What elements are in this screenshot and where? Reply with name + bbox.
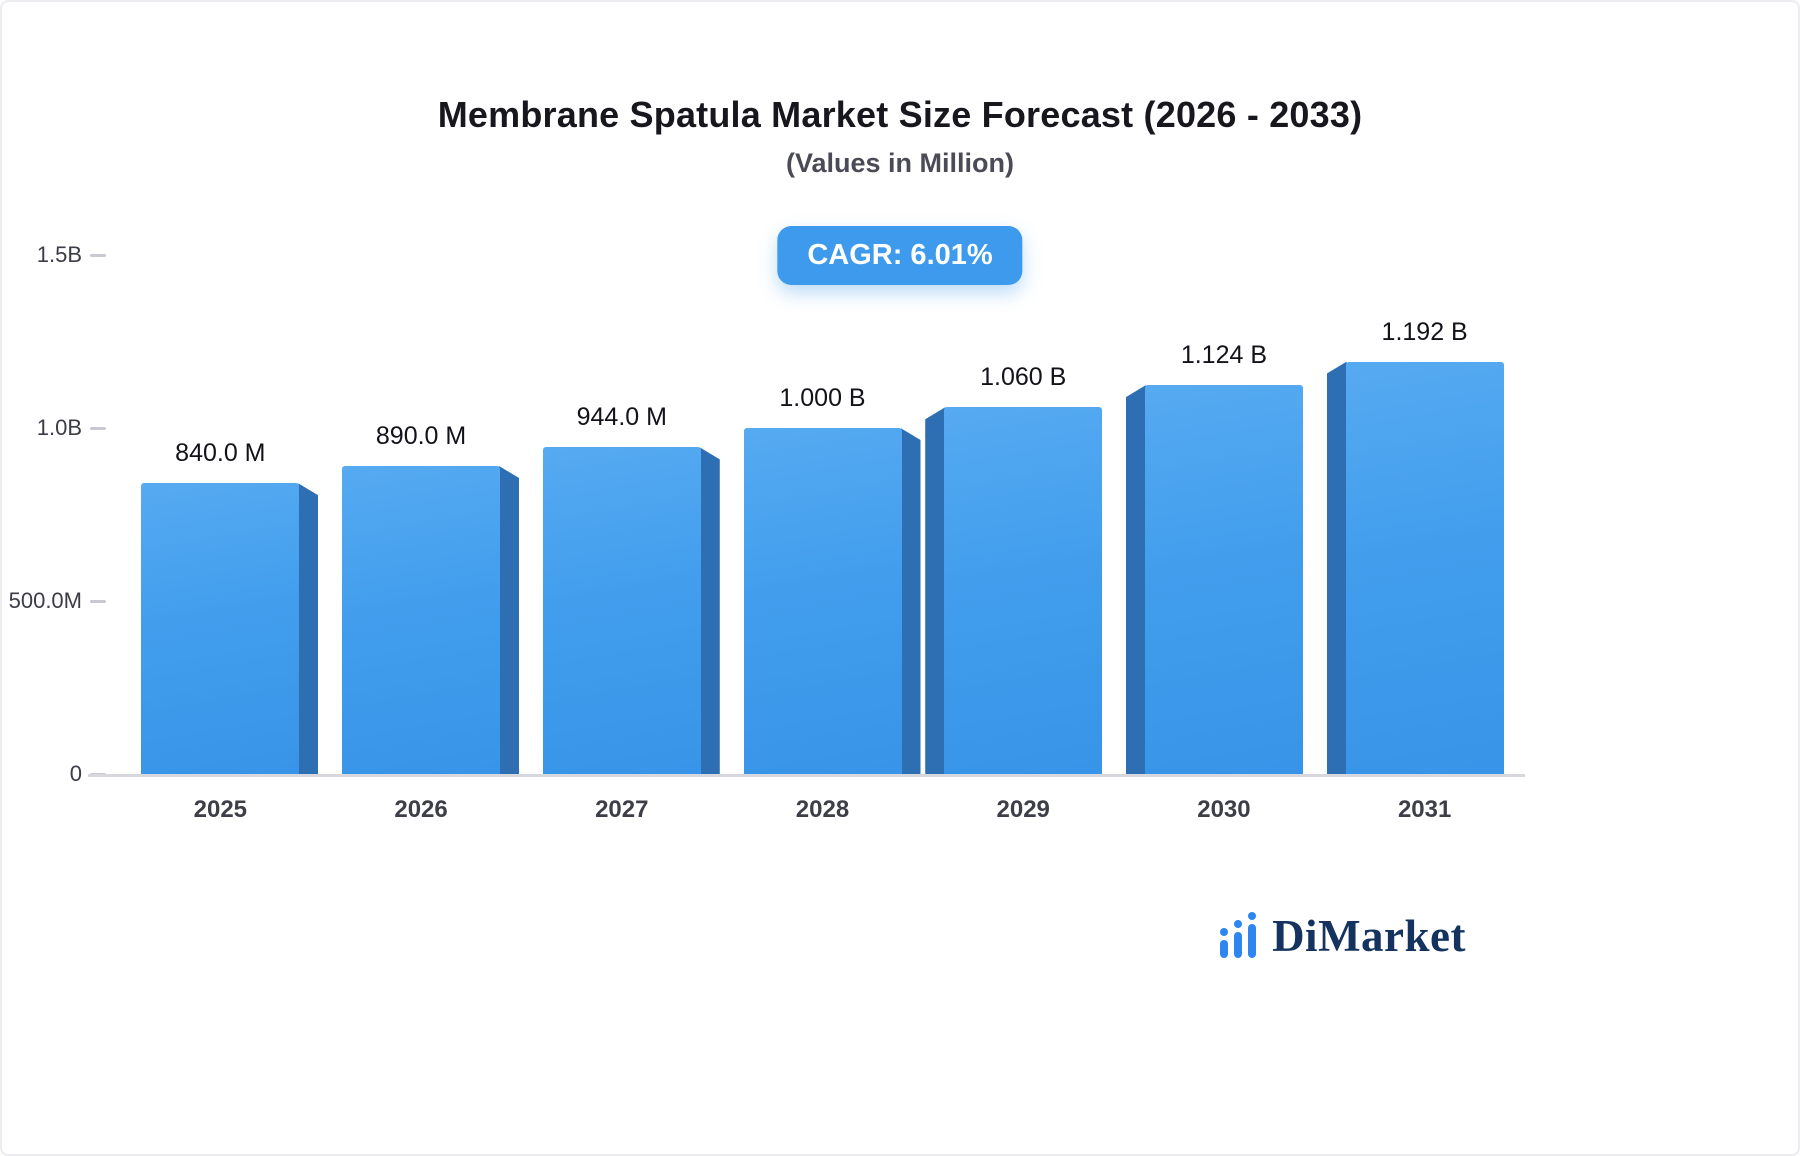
chart-title: Membrane Spatula Market Size Forecast (2…	[437, 94, 1363, 135]
x-axis-label-2029: 2029	[996, 796, 1050, 823]
bar-side-face-2028	[900, 428, 921, 774]
bar-value-label-2031: 1.192 B	[1381, 317, 1468, 346]
bar-side-face-2030	[1125, 385, 1146, 774]
bar-value-label-2026: 890.0 M	[375, 422, 467, 451]
chart-subtitle: (Values in Million)	[785, 148, 1015, 178]
y-axis-tick	[90, 600, 106, 603]
bar-2029	[944, 407, 1103, 774]
x-axis-baseline	[88, 774, 1525, 777]
bar-side-face-2025	[298, 483, 319, 774]
y-axis-tick	[90, 427, 106, 430]
bar-2026	[342, 466, 501, 774]
y-axis-tick-label: 500.0M	[8, 588, 82, 613]
y-axis-tick-label: 0	[69, 761, 82, 786]
y-axis-tick-label: 1.0B	[36, 415, 82, 440]
bar-side-face-2026	[499, 466, 520, 774]
bar-2028	[743, 428, 902, 774]
bar-side-face-2029	[925, 407, 946, 774]
x-axis-label-2028: 2028	[795, 796, 850, 823]
bar-2027	[542, 447, 701, 774]
bar-value-label-2025: 840.0 M	[175, 439, 266, 468]
bar-value-label-2030: 1.124 B	[1180, 341, 1268, 370]
bar-value-label-2028: 1.000 B	[779, 384, 866, 412]
x-axis-label-2025: 2025	[193, 796, 248, 823]
bar-chart-icon	[1220, 912, 1257, 958]
y-axis-tick	[90, 254, 106, 257]
brand-logo: DiMarket	[1217, 910, 1466, 962]
bar-value-label-2029: 1.060 B	[980, 363, 1067, 392]
x-axis-label-2027: 2027	[595, 796, 649, 823]
x-axis-label-2030: 2030	[1197, 796, 1251, 823]
bar-2025	[141, 483, 300, 774]
y-axis-tick-label: 1.5B	[36, 242, 82, 267]
x-axis-label-2026: 2026	[394, 796, 448, 823]
bar-2030	[1144, 385, 1303, 774]
cagr-badge: CAGR: 6.01%	[777, 226, 1023, 285]
bar-2031	[1345, 361, 1504, 774]
brand-name: DiMarket	[1272, 911, 1466, 961]
bar-side-face-2031	[1326, 361, 1347, 774]
bar-side-face-2027	[699, 447, 720, 774]
x-axis-label-2031: 2031	[1397, 796, 1452, 823]
bar-value-label-2027: 944.0 M	[576, 403, 667, 432]
